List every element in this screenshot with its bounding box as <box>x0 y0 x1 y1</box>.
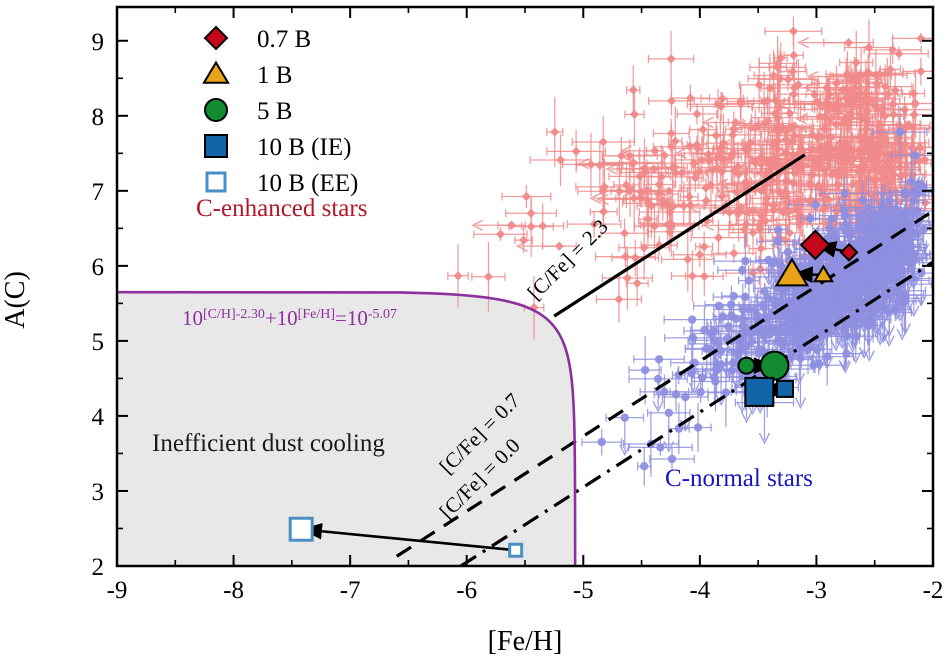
legend-item-10-b-ee-[interactable]: 10 B (EE) <box>205 170 358 197</box>
x-tick-label: -2 <box>923 577 944 604</box>
legend-item-5-b[interactable]: 5 B <box>204 98 292 125</box>
legend-item-1-b[interactable]: 1 B <box>202 60 293 89</box>
x-tick-label: -9 <box>107 577 128 604</box>
annotation-c-normal: C-normal stars <box>665 465 813 492</box>
x-axis-title: [Fe/H] <box>488 626 563 657</box>
legend-label: 10 B (IE) <box>257 134 351 161</box>
legend-label: 10 B (EE) <box>257 170 358 197</box>
model-marker-square-open <box>288 516 314 542</box>
annotation-inefficient-dust-cooling: Inefficient dust cooling <box>152 430 385 457</box>
model-track-5-b <box>737 350 790 381</box>
model-track-10-b-ie- <box>744 376 794 407</box>
y-tick-label: 6 <box>92 254 105 281</box>
model-marker-diamond <box>839 242 859 262</box>
reference-line <box>395 209 933 558</box>
y-tick-label: 7 <box>92 179 105 206</box>
model-track-0-7-b <box>799 229 859 262</box>
model-marker-square <box>775 379 794 398</box>
model-marker-square <box>204 134 228 158</box>
axis-tick-labels: -9 -8 -7 -6 -5 -4 -3 -2 2 3 4 5 6 7 8 9 <box>92 29 944 604</box>
model-marker-circle <box>737 356 756 375</box>
model-marker-diamond <box>799 229 831 261</box>
y-axis-title: A(C) <box>0 271 31 329</box>
y-tick-label: 3 <box>92 479 105 506</box>
model-marker-group <box>288 229 859 558</box>
axis-ticks <box>116 7 934 567</box>
observed-star-scatter <box>447 16 933 486</box>
legend-item-10-b-ie-[interactable]: 10 B (IE) <box>204 134 351 161</box>
model-marker-triangle <box>202 60 230 84</box>
reference-line <box>553 153 806 318</box>
x-tick-label: -7 <box>340 577 361 604</box>
legend-label: 5 B <box>257 98 292 125</box>
annotation-c-enhanced: C-enhanced stars <box>196 195 367 222</box>
model-marker-square-open <box>508 542 524 558</box>
model-marker-circle <box>204 98 228 122</box>
y-tick-label: 2 <box>92 554 105 581</box>
dust-cooling-criterion-curve <box>116 290 577 566</box>
model-marker-triangle <box>774 257 810 287</box>
legend: 0.7 B 1 B 5 B 10 B (IE) 10 B (EE) <box>202 25 358 197</box>
legend-item-0-7-b[interactable]: 0.7 B <box>203 25 311 53</box>
x-tick-label: -3 <box>806 577 827 604</box>
y-tick-label: 5 <box>92 329 105 356</box>
x-tick-label: -5 <box>573 577 594 604</box>
model-marker-square <box>744 376 775 407</box>
reference-lines <box>395 153 933 566</box>
criterion-equation-text: 10[C/H]-2.30+10[Fe/H]=10-5.07 <box>182 306 397 330</box>
model-marker-triangle <box>812 264 834 283</box>
x-tick-label: -4 <box>689 577 710 604</box>
legend-label: 1 B <box>257 62 292 89</box>
model-track-10-b-ee- <box>288 516 524 558</box>
criterion-equation: 10[C/H]-2.30+10[Fe/H]=10-5.07 <box>182 306 397 330</box>
model-marker-diamond <box>203 25 229 51</box>
model-marker-circle <box>759 350 790 381</box>
model-track-1-b <box>774 257 834 287</box>
y-tick-label: 4 <box>92 404 105 431</box>
inefficient-region-shading <box>117 292 576 566</box>
y-tick-label: 9 <box>92 29 105 56</box>
criterion-curve-path <box>116 290 577 566</box>
x-tick-label: -8 <box>223 577 244 604</box>
y-tick-label: 8 <box>92 104 105 131</box>
x-tick-label: -6 <box>456 577 477 604</box>
legend-label: 0.7 B <box>257 26 311 53</box>
model-marker-square-open <box>205 171 227 193</box>
